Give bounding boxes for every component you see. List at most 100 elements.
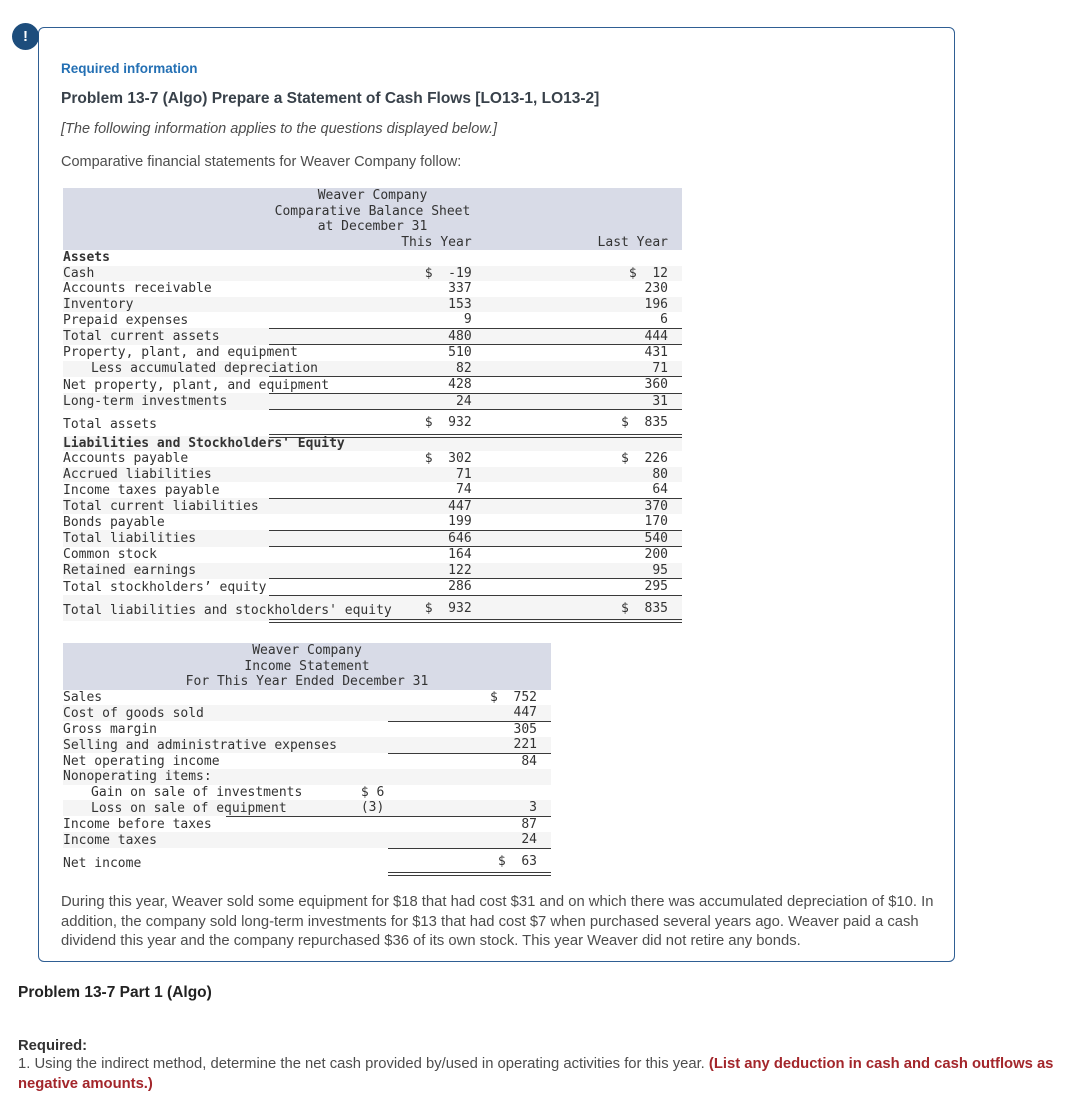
value-text: 286 xyxy=(448,579,472,594)
table-row: Income taxes 24 xyxy=(63,832,551,849)
table-row: Cash $ -19 $ 12 xyxy=(63,265,682,281)
table-row: Total current liabilities 447 370 xyxy=(63,498,682,514)
row-value: 447 xyxy=(388,705,551,722)
row-label: Total current liabilities xyxy=(63,498,270,514)
row-value xyxy=(269,250,475,266)
value-text: $ 835 xyxy=(621,600,668,616)
row-value: 153 xyxy=(269,296,476,312)
table-title-line: Weaver Company xyxy=(252,643,362,658)
value-text: 24 xyxy=(456,393,472,409)
value-text: 71 xyxy=(652,360,668,376)
balance-sheet-table: Weaver Company Comparative Balance Sheet a… xyxy=(63,188,682,623)
required-label: Required: xyxy=(18,1038,88,1054)
table-row: Long-term investments 24 31 xyxy=(63,393,682,410)
row-value: $ 932 xyxy=(269,409,476,438)
row-label: Selling and administrative expenses xyxy=(63,737,337,753)
row-value: 444 xyxy=(475,328,682,345)
applies-note: [The following information applies to th… xyxy=(61,121,498,137)
value-text: 370 xyxy=(644,498,668,514)
row-value: 221 xyxy=(388,737,551,754)
table-row: Liabilities and Stockholders' Equity xyxy=(63,435,682,451)
value-text: $ -19 xyxy=(424,265,472,281)
row-value: 82 xyxy=(269,360,476,377)
row-label: Net property, plant, and equipment xyxy=(63,377,330,393)
row-label: Nonoperating items: xyxy=(63,769,226,785)
income-statement-table: Weaver Company Income Statement For This Y… xyxy=(63,643,551,876)
value-text: 646 xyxy=(448,530,472,546)
value-text: 71 xyxy=(456,466,472,482)
row-value: $ 835 xyxy=(475,595,682,623)
table-row: Accounts payable $ 302 $ 226 xyxy=(63,451,682,467)
value-text: 431 xyxy=(644,345,668,360)
column-header-label: Last Year xyxy=(597,234,668,250)
row-value: $ 835 xyxy=(475,409,682,438)
row-value xyxy=(388,785,551,801)
value-text: 24 xyxy=(521,832,537,847)
table-row: Net operating income 84 xyxy=(63,753,551,769)
balance-sheet-header: Weaver Company Comparative Balance Sheet a… xyxy=(63,188,682,250)
value-text: 447 xyxy=(448,498,472,514)
table-row: Selling and administrative expenses 221 xyxy=(63,737,551,754)
value-text: $ 302 xyxy=(424,451,472,466)
row-value: $ 226 xyxy=(476,451,682,467)
table-row: Common stock 164 200 xyxy=(63,547,682,563)
row-label: Assets xyxy=(63,250,110,265)
row-value: 64 xyxy=(475,482,682,499)
row-value: $ 12 xyxy=(475,265,682,281)
value-text: 540 xyxy=(644,530,668,546)
table-title-line: Comparative Balance Sheet xyxy=(274,203,471,219)
row-label: Less accumulated depreciation xyxy=(63,360,318,377)
value-text: 87 xyxy=(521,816,537,832)
required-item-emphasis: (List any deduction in cash and cash out… xyxy=(18,1056,1054,1092)
row-label: Net income xyxy=(63,855,142,871)
row-value xyxy=(225,737,389,753)
value-text: 82 xyxy=(456,360,472,376)
row-value: 360 xyxy=(475,376,682,394)
value-text: 510 xyxy=(448,345,472,360)
table-row: Retained earnings 122 95 xyxy=(63,562,682,579)
row-value: $ 932 xyxy=(269,595,476,623)
row-label: Cash xyxy=(63,265,270,281)
row-label: Gross margin xyxy=(63,721,157,737)
row-value xyxy=(269,435,476,451)
row-value: 84 xyxy=(388,753,551,769)
table-row: Total assets $ 932 $ 835 xyxy=(63,409,682,438)
row-value: 510 xyxy=(269,345,475,361)
value-text: 305 xyxy=(513,721,537,737)
income-statement-header: Weaver Company Income Statement For This Y… xyxy=(63,643,551,690)
table-row: Cost of goods sold 447 xyxy=(63,705,551,722)
part-heading: Problem 13-7 Part 1 (Algo) xyxy=(18,984,212,1001)
row-value: 71 xyxy=(475,360,682,377)
row-value: 9 xyxy=(269,312,476,329)
balance-sheet-body: Assets Cash $ -19 $ 12 Accounts receivable 33… xyxy=(63,250,682,623)
value-text: 3 xyxy=(529,800,537,815)
row-value: $ -19 xyxy=(269,265,476,281)
row-label: Income before taxes xyxy=(63,816,212,832)
value-text: $ 932 xyxy=(424,415,472,430)
row-value xyxy=(226,848,389,874)
table-row: Loss on sale of equipment (3) 3 xyxy=(63,800,551,817)
value-text: 360 xyxy=(644,377,668,392)
row-value: 80 xyxy=(475,466,682,482)
column-header-label: This Year xyxy=(401,234,472,250)
table-row: Income taxes payable 74 64 xyxy=(63,482,682,499)
row-label: Loss on sale of equipment xyxy=(63,800,287,816)
column-header: Last Year xyxy=(475,234,682,250)
value-text: 221 xyxy=(513,737,537,752)
value-text: 153 xyxy=(448,296,472,312)
value-text: 447 xyxy=(513,705,537,720)
value-text: $ 12 xyxy=(628,265,668,281)
table-row: Accrued liabilities 71 80 xyxy=(63,466,682,482)
panel-content: Required information Problem 13-7 (Algo)… xyxy=(39,28,954,952)
row-value: 71 xyxy=(269,466,476,482)
alert-icon: ! xyxy=(12,23,39,50)
row-value: 230 xyxy=(476,281,682,297)
table-row: Total current assets 480 444 xyxy=(63,328,682,345)
table-row: Prepaid expenses 9 6 xyxy=(63,312,682,329)
value-text: 444 xyxy=(644,328,668,344)
row-value: 540 xyxy=(475,530,682,547)
row-value: 337 xyxy=(269,281,475,297)
table-title-line: For This Year Ended December 31 xyxy=(185,674,429,689)
row-value: 24 xyxy=(269,393,476,410)
row-value xyxy=(226,816,389,832)
